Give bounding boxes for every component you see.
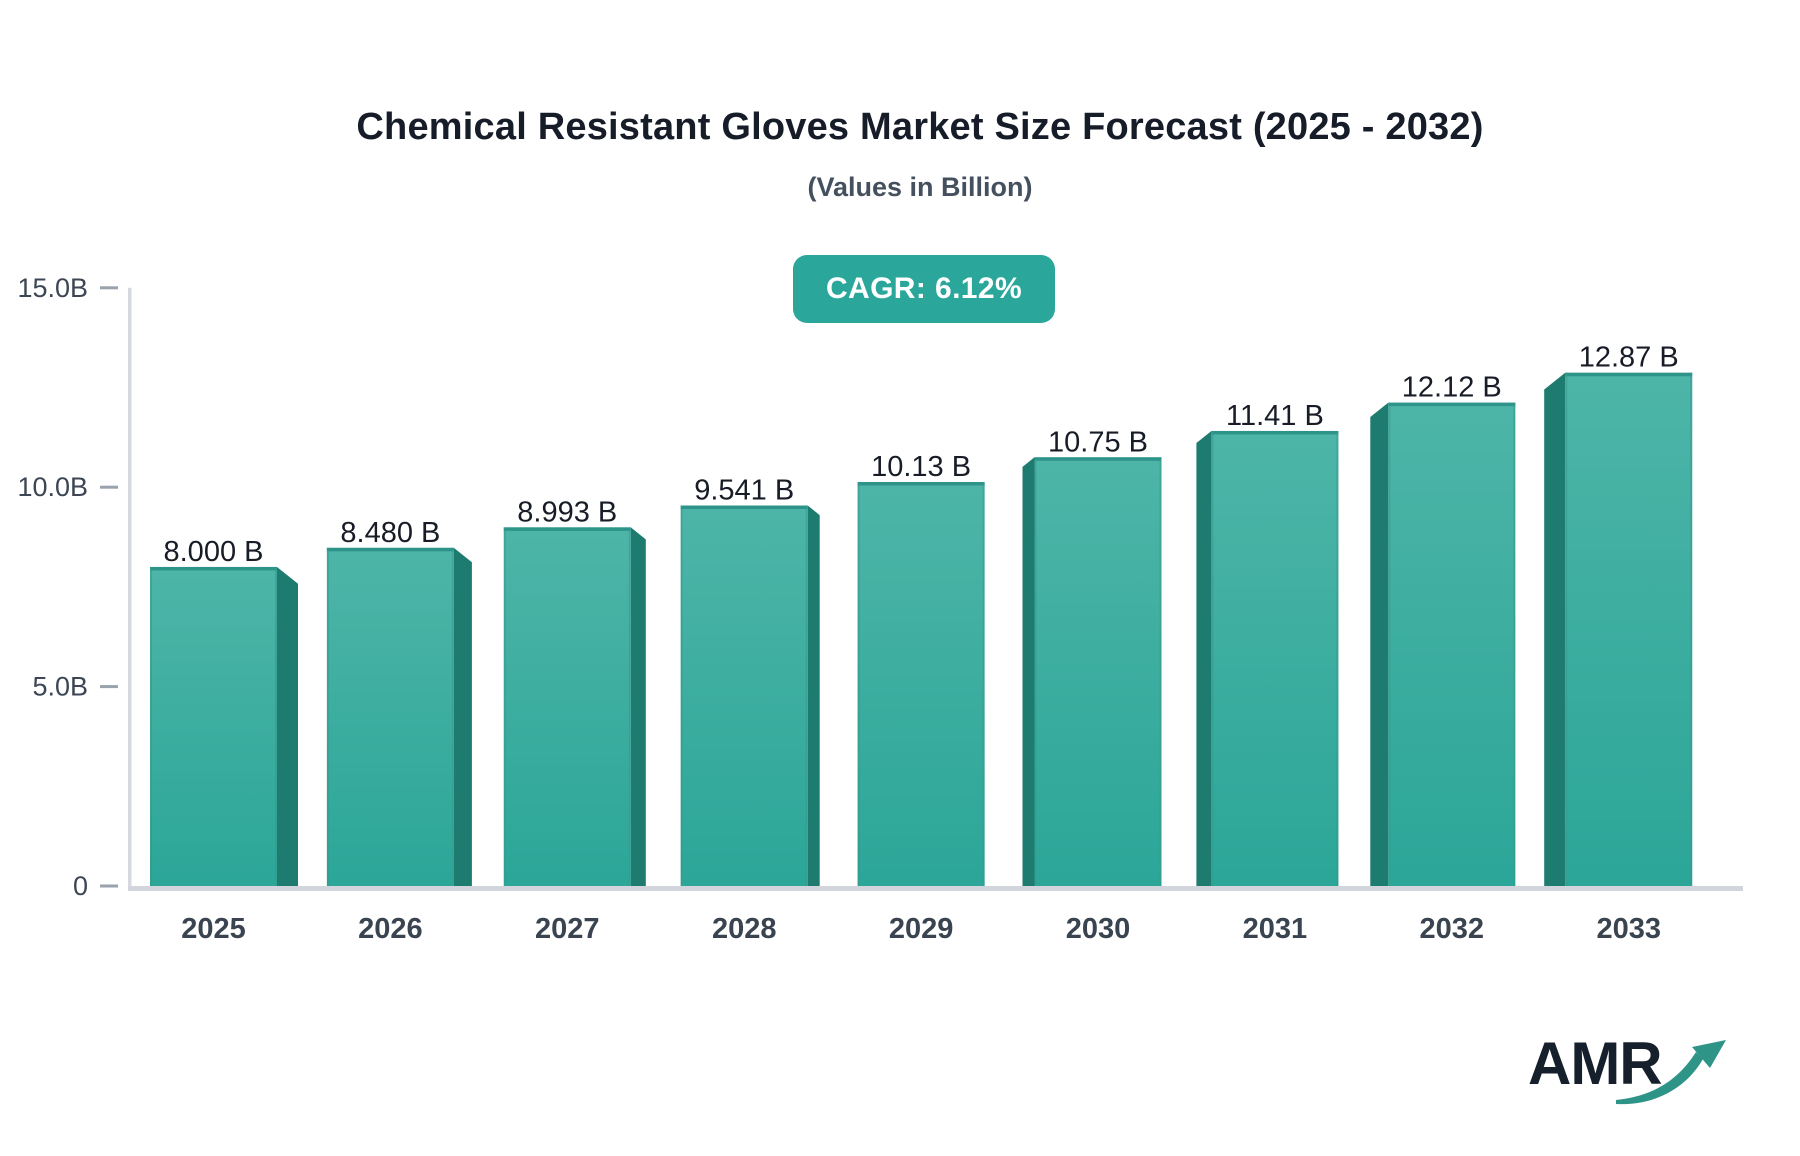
bar-right-edge xyxy=(1336,430,1339,887)
bar-right-edge xyxy=(805,505,808,887)
bar-value-label: 8.480 B xyxy=(340,517,440,549)
y-tick-mark xyxy=(100,485,118,489)
bar-right-edge xyxy=(275,566,277,887)
bar-side-face xyxy=(1022,457,1035,887)
bar-value-label: 10.75 B xyxy=(1048,426,1148,458)
bar-front-face xyxy=(1388,402,1516,887)
bar-front-face xyxy=(1211,430,1339,887)
bar-value-label: 11.41 B xyxy=(1226,400,1324,432)
bar-side-face xyxy=(1370,402,1389,887)
chart-title: Chemical Resistant Gloves Market Size Fo… xyxy=(356,106,1484,148)
bar-right-edge xyxy=(1690,372,1693,887)
bar-top-edge xyxy=(1211,430,1339,435)
bar-side-face xyxy=(807,505,820,887)
bar-value-label: 12.12 B xyxy=(1402,372,1502,404)
x-axis-label: 2030 xyxy=(1066,913,1131,945)
bar-value-label: 8.993 B xyxy=(517,496,617,528)
bar-2032 xyxy=(1370,402,1516,887)
bar-left-edge xyxy=(150,566,152,887)
bar-2027 xyxy=(503,527,646,887)
bar-2025 xyxy=(150,566,298,887)
brand-logo: AMR xyxy=(1528,1032,1748,1120)
growth-arrow-icon xyxy=(1616,1040,1726,1105)
bar-value-label: 9.541 B xyxy=(694,475,794,507)
bar-right-edge xyxy=(982,482,985,887)
x-axis-label: 2029 xyxy=(889,913,954,945)
bar-top-edge xyxy=(1388,402,1516,407)
bar-value-label: 10.13 B xyxy=(871,451,971,483)
bar-top-edge xyxy=(326,547,454,552)
y-axis-label: 5.0B xyxy=(32,672,88,702)
chart-subtitle: (Values in Billion) xyxy=(807,172,1033,202)
bar-front-face xyxy=(857,482,985,887)
bar-left-edge xyxy=(503,527,506,887)
bar-top-edge xyxy=(150,566,277,571)
bar-side-face xyxy=(1544,372,1566,887)
bar-front-face xyxy=(503,527,631,887)
x-axis-line xyxy=(128,886,1743,891)
cagr-badge: CAGR: 6.12% xyxy=(793,255,1055,323)
bar-right-edge xyxy=(451,547,454,887)
y-tick-mark xyxy=(100,685,118,689)
bar-top-edge xyxy=(503,527,631,531)
x-axis-label: 2031 xyxy=(1243,913,1308,945)
bar-front-face xyxy=(1565,372,1693,887)
bar-2031 xyxy=(1196,430,1339,887)
bar-left-edge xyxy=(1565,372,1568,887)
bar-value-label: 8.000 B xyxy=(164,536,264,568)
bar-left-edge xyxy=(1211,430,1214,887)
bar-2028 xyxy=(680,505,820,887)
y-axis-label: 0 xyxy=(73,871,88,901)
x-axis-label: 2032 xyxy=(1420,913,1485,945)
bar-2033 xyxy=(1544,372,1693,887)
y-axis-line xyxy=(128,287,132,888)
bar-side-face xyxy=(453,547,472,887)
y-tick-mark xyxy=(100,884,118,888)
y-tick-mark xyxy=(100,286,118,290)
y-axis-label: 15.0B xyxy=(17,273,88,303)
bar-top-edge xyxy=(1034,457,1162,461)
bar-front-face xyxy=(326,547,454,887)
bar-side-face xyxy=(277,566,298,887)
x-axis-label: 2028 xyxy=(712,913,777,945)
bar-top-edge xyxy=(857,482,985,486)
x-axis-label: 2026 xyxy=(358,913,423,945)
bar-left-edge xyxy=(857,482,860,887)
bar-right-edge xyxy=(1513,402,1516,887)
brand-logo-text: AMR xyxy=(1528,1030,1663,1097)
bar-value-label: 12.87 B xyxy=(1579,342,1679,374)
x-axis-label: 2033 xyxy=(1596,913,1661,945)
bar-left-edge xyxy=(1388,402,1391,887)
x-axis-label: 2025 xyxy=(181,913,246,945)
bar-top-edge xyxy=(1565,372,1693,377)
bar-left-edge xyxy=(326,547,329,887)
bar-left-edge xyxy=(1034,457,1037,887)
bar-right-edge xyxy=(628,527,631,887)
bar-2026 xyxy=(326,547,472,887)
bar-side-face xyxy=(630,527,646,887)
bar-2030 xyxy=(1022,457,1162,887)
bar-side-face xyxy=(1196,430,1212,887)
x-axis-label: 2027 xyxy=(535,913,600,945)
bar-top-edge xyxy=(680,505,808,510)
bar-2029 xyxy=(857,482,985,887)
y-axis-label: 10.0B xyxy=(17,472,88,502)
bar-right-edge xyxy=(1159,457,1162,887)
bar-front-face xyxy=(1034,457,1162,887)
bar-front-face xyxy=(680,505,808,887)
bar-front-face xyxy=(150,566,277,887)
bar-left-edge xyxy=(680,505,683,887)
